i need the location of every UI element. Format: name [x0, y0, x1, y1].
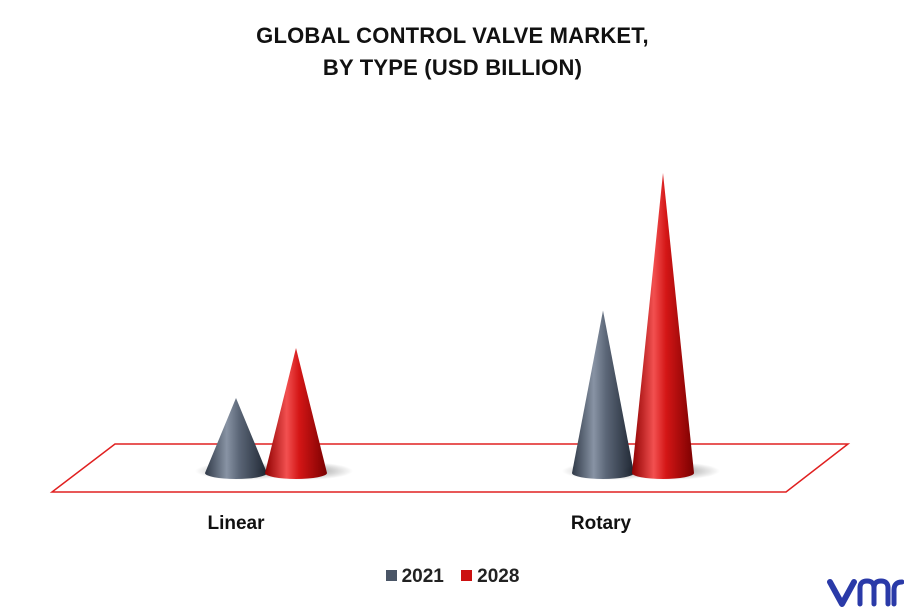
cone-rotary-2028 — [632, 173, 694, 479]
legend-item-2021: 2021 — [385, 566, 444, 588]
x-axis-tick-labels: Linear Rotary — [207, 513, 631, 534]
legend-label-2028: 2028 — [477, 566, 520, 587]
chart-legend: 2021 2028 — [0, 566, 905, 588]
chart-title-line-2: BY TYPE (USD BILLION) — [322, 55, 583, 80]
chart-title: GLOBAL CONTROL VALVE MARKET, BY TYPE (US… — [0, 20, 905, 84]
legend-swatch-2028 — [461, 570, 473, 581]
x-tick-label-rotary: Rotary — [571, 513, 632, 534]
chart-title-line-1: GLOBAL CONTROL VALVE MARKET, — [256, 23, 649, 48]
chart-marks — [195, 173, 720, 480]
chart-floor-outline — [49, 443, 851, 493]
legend-swatch-2021 — [385, 570, 397, 581]
legend-label-2021: 2021 — [401, 566, 444, 587]
cone-linear-2021 — [205, 398, 267, 479]
vmr-logo — [827, 578, 904, 607]
legend-item-2028: 2028 — [461, 566, 519, 588]
cone-rotary-2021 — [572, 310, 634, 479]
x-tick-label-linear: Linear — [207, 513, 265, 534]
cone-linear-2028 — [265, 348, 327, 479]
